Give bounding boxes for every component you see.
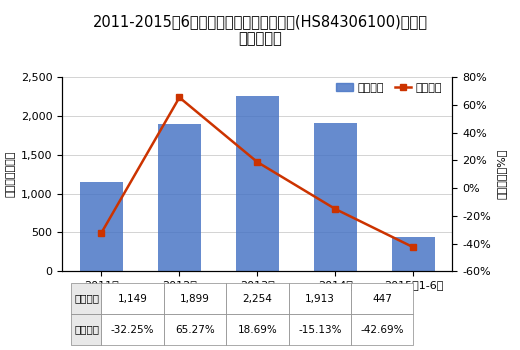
Bar [236,96,279,271]
Bar [158,124,201,271]
Bar [392,237,435,271]
Bar [80,182,123,271]
Text: 2011-2015年6月非自推进捣固或压实机械(HS84306100)进口量
及增速统计: 2011-2015年6月非自推进捣固或压实机械(HS84306100)进口量 及… [93,14,427,47]
Y-axis label: 同比增长（%）: 同比增长（%） [497,149,506,199]
Legend: 进口数量, 同比增长: 进口数量, 同比增长 [332,79,447,98]
Bar [314,122,357,271]
Y-axis label: 进口数量（台）: 进口数量（台） [6,151,16,197]
